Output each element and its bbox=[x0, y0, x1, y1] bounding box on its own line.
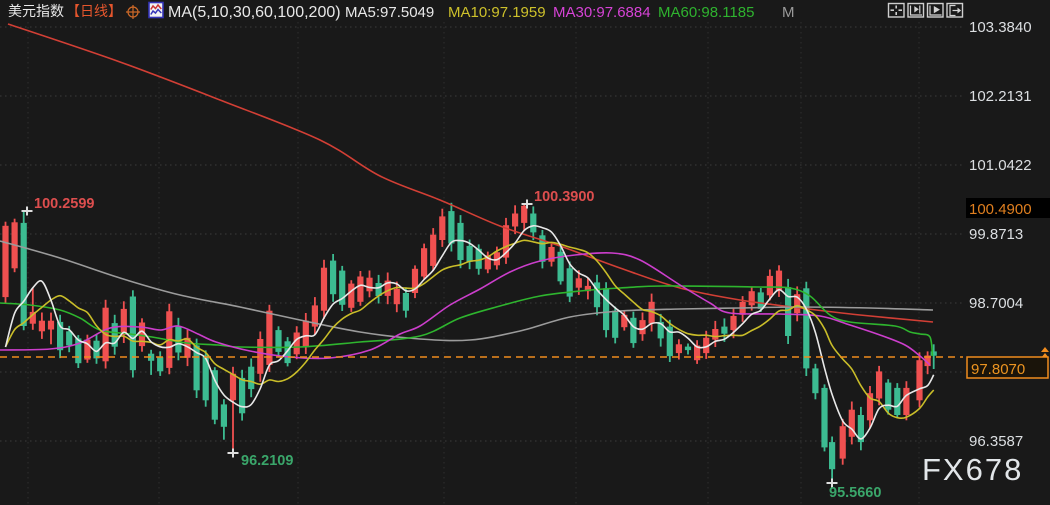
svg-text:95.5660: 95.5660 bbox=[829, 485, 881, 501]
svg-text:美元指数: 美元指数 bbox=[8, 3, 64, 19]
svg-text:101.0422: 101.0422 bbox=[969, 157, 1032, 174]
svg-text:MA(5,10,30,60,100,200): MA(5,10,30,60,100,200) bbox=[168, 4, 341, 21]
svg-text:MA10:97.1959: MA10:97.1959 bbox=[448, 4, 546, 21]
svg-text:96.2109: 96.2109 bbox=[241, 453, 293, 469]
svg-text:100.3900: 100.3900 bbox=[534, 189, 594, 205]
svg-text:MA30:97.6884: MA30:97.6884 bbox=[553, 4, 651, 21]
svg-text:M: M bbox=[782, 4, 795, 21]
svg-text:99.8713: 99.8713 bbox=[969, 226, 1023, 243]
svg-text:103.3840: 103.3840 bbox=[969, 19, 1032, 36]
svg-text:100.2599: 100.2599 bbox=[34, 196, 94, 212]
svg-text:96.3587: 96.3587 bbox=[969, 433, 1023, 450]
svg-text:MA5:97.5049: MA5:97.5049 bbox=[345, 4, 434, 21]
svg-text:97.8070: 97.8070 bbox=[971, 361, 1025, 378]
svg-text:98.7004: 98.7004 bbox=[969, 295, 1023, 312]
svg-text:【日线】: 【日线】 bbox=[66, 3, 122, 19]
svg-text:100.4900: 100.4900 bbox=[969, 201, 1032, 218]
svg-text:102.2131: 102.2131 bbox=[969, 88, 1032, 105]
svg-text:FX678: FX678 bbox=[922, 452, 1023, 487]
svg-text:MA60:98.1185: MA60:98.1185 bbox=[658, 4, 754, 21]
